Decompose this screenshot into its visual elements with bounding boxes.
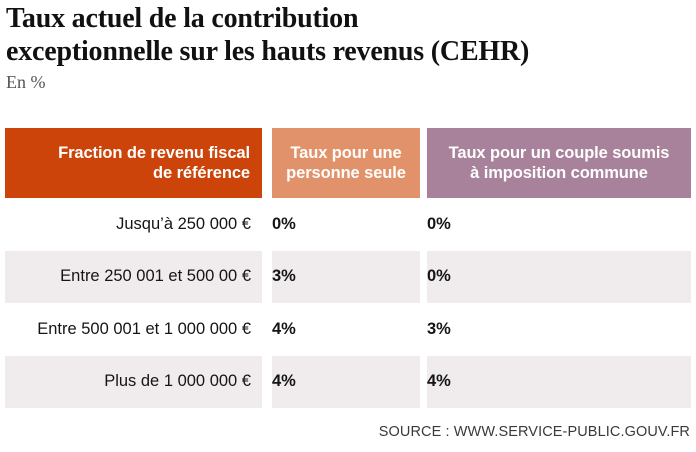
- cell-couple-rate-text: 3%: [427, 319, 451, 338]
- table-row: Entre 250 001 et 500 00 € 3% 0%: [5, 250, 691, 303]
- row-gap-1: [262, 355, 272, 408]
- row-gap-2: [420, 303, 427, 356]
- cell-bracket-text: Plus de 1 000 000 €: [104, 372, 251, 391]
- table-row: Entre 500 001 et 1 000 000 € 4% 3%: [5, 303, 691, 356]
- cell-bracket: Entre 500 001 et 1 000 000 €: [5, 303, 262, 356]
- page-subtitle: En %: [6, 72, 46, 92]
- cell-couple-rate: 4%: [427, 355, 691, 408]
- cell-couple-rate-text: 0%: [427, 267, 451, 286]
- column-header-single-label: Taux pour une personne seule: [286, 144, 406, 182]
- rates-table: Fraction de revenu fiscal de référence T…: [5, 128, 691, 408]
- column-header-couple: Taux pour un couple soumis à imposition …: [427, 128, 691, 198]
- table-row: Plus de 1 000 000 € 4% 4%: [5, 355, 691, 408]
- table-row: Jusqu’à 250 000 € 0% 0%: [5, 198, 691, 251]
- cell-bracket: Plus de 1 000 000 €: [5, 355, 262, 408]
- cell-single-rate-text: 4%: [272, 319, 296, 338]
- header-gap-1: [262, 128, 272, 198]
- cell-bracket-text: Entre 250 001 et 500 00 €: [60, 267, 251, 286]
- header-gap-2: [420, 128, 427, 198]
- cell-bracket-text: Jusqu’à 250 000 €: [116, 214, 251, 233]
- cell-single-rate: 4%: [272, 303, 420, 356]
- cell-single-rate: 4%: [272, 355, 420, 408]
- row-gap-2: [420, 198, 427, 251]
- cell-couple-rate: 0%: [427, 250, 691, 303]
- cell-couple-rate: 3%: [427, 303, 691, 356]
- row-gap-1: [262, 303, 272, 356]
- column-header-couple-label: Taux pour un couple soumis à imposition …: [448, 144, 670, 182]
- column-header-single: Taux pour une personne seule: [272, 128, 420, 198]
- title-block: Taux actuel de la contribution exception…: [6, 2, 694, 93]
- cell-bracket: Entre 250 001 et 500 00 €: [5, 250, 262, 303]
- cell-single-rate-text: 4%: [272, 372, 296, 391]
- column-header-bracket-label: Fraction de revenu fiscal de référence: [58, 144, 250, 182]
- row-gap-2: [420, 250, 427, 303]
- row-gap-1: [262, 198, 272, 251]
- cell-couple-rate: 0%: [427, 198, 691, 251]
- cell-couple-rate-text: 0%: [427, 214, 451, 233]
- cell-single-rate-text: 3%: [272, 267, 296, 286]
- cell-bracket-text: Entre 500 001 et 1 000 000 €: [37, 319, 251, 338]
- cell-single-rate: 0%: [272, 198, 420, 251]
- cell-single-rate-text: 0%: [272, 214, 296, 233]
- column-header-bracket: Fraction de revenu fiscal de référence: [5, 128, 262, 198]
- source-note: SOURCE : WWW.SERVICE-PUBLIC.GOUV.FR: [378, 424, 690, 440]
- table-header-row: Fraction de revenu fiscal de référence T…: [5, 128, 691, 198]
- cell-single-rate: 3%: [272, 250, 420, 303]
- row-gap-1: [262, 250, 272, 303]
- row-gap-2: [420, 355, 427, 408]
- cell-couple-rate-text: 4%: [427, 372, 451, 391]
- cell-bracket: Jusqu’à 250 000 €: [5, 198, 262, 251]
- page-title: Taux actuel de la contribution exception…: [6, 3, 530, 67]
